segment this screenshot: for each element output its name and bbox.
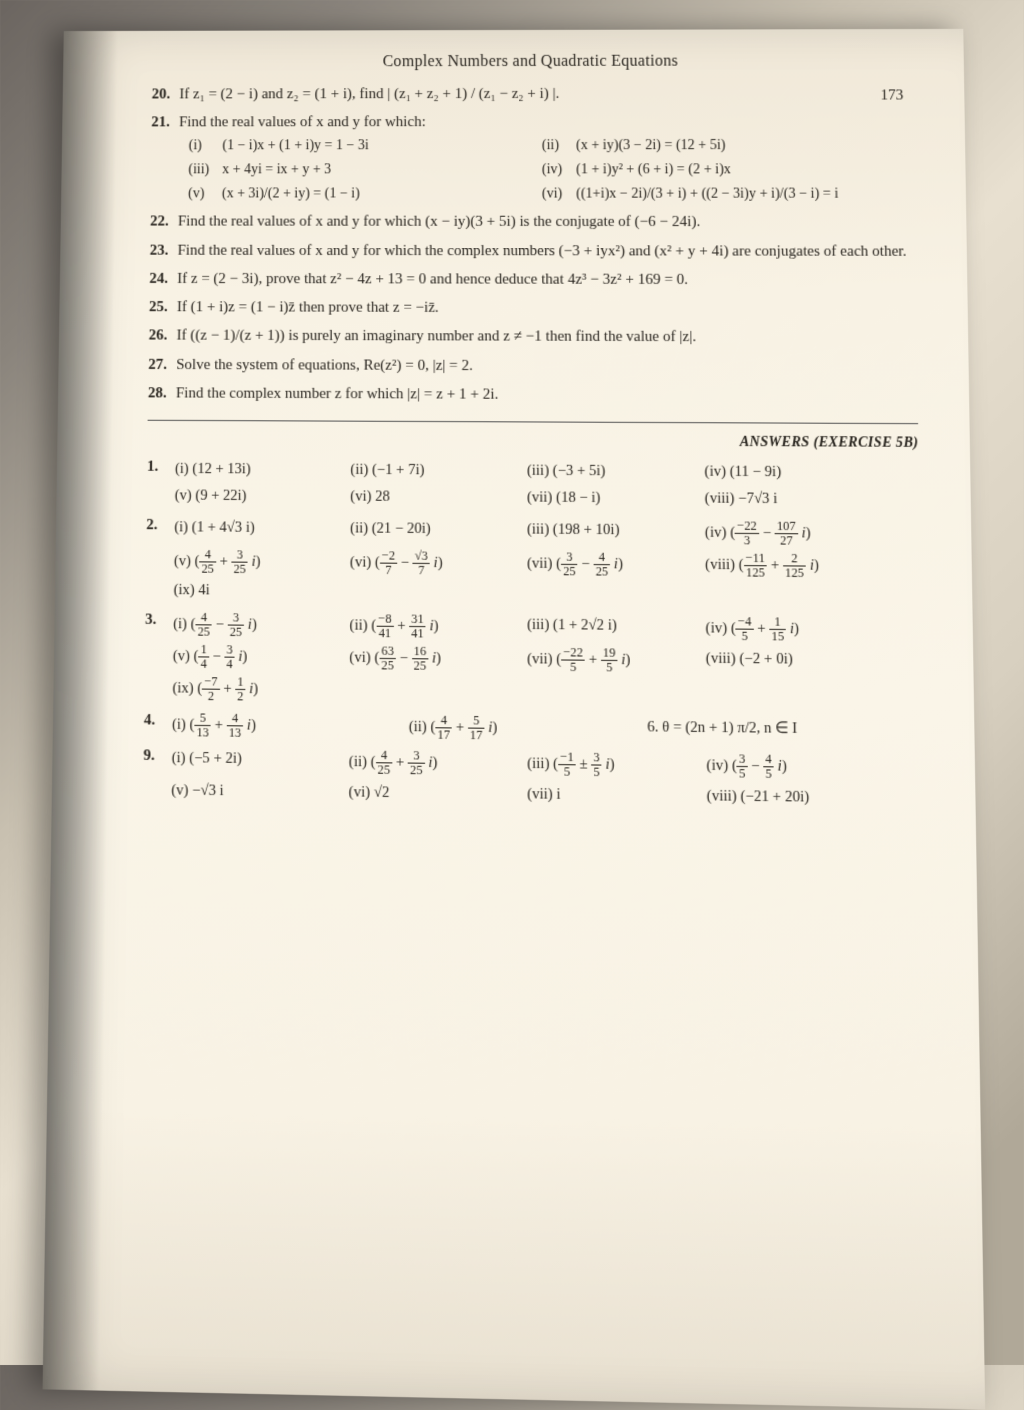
question: 23. Find the real values of x and y for w…: [150, 239, 916, 264]
answer-item: (v) (14 − 34 i): [173, 643, 344, 672]
sub-parts: (i)(1 − i)x + (1 + i)y = 1 − 3i(ii)(x + …: [188, 134, 915, 206]
answer-item: (viii) −7√3 i: [705, 487, 878, 511]
answer-number: 1.: [147, 455, 159, 479]
question-number: 23.: [150, 239, 169, 262]
question: 24. If z = (2 − 3i), prove that z² − 4z +…: [149, 268, 916, 293]
answer-item: (vi) (6325 − 1625 i): [349, 644, 521, 673]
question-text: Find the real values of x and y for whic…: [179, 114, 426, 130]
answer-item: (ii) (−841 + 3141 i): [350, 612, 521, 641]
question: 20. If z₁ = (2 − i) and z₂ = (1 + i), fin…: [152, 82, 914, 106]
answer-number: 9.: [143, 745, 155, 769]
answer-item: (vi) √2: [349, 781, 521, 806]
answer-item: (iii) (−3 + 5i): [527, 459, 699, 483]
answer-row: 2. (i) (1 + 4√3 i)(ii) (21 − 20i)(iii) (1…: [145, 513, 920, 610]
answer-item: (vii) (325 − 425 i): [527, 550, 699, 579]
question-text: If (1 + i)z = (1 − i)z̄ then prove that …: [177, 299, 439, 316]
chapter-title: Complex Numbers and Quadratic Equations: [152, 49, 913, 75]
answer-row: 9. (i) (−5 + 2i)(ii) (425 + 325 i)(iii) (…: [143, 745, 924, 814]
question-number: 21.: [151, 111, 170, 134]
answer-item: (iv) (11 − 9i): [704, 460, 877, 484]
question: 28. Find the complex number z for which |…: [148, 382, 918, 409]
answer-item: (v) (9 + 22i): [175, 484, 345, 508]
question-number: 24.: [149, 268, 168, 291]
answers-section: 1. (i) (12 + 13i)(ii) (−1 + 7i) (iii) (−3 …: [143, 455, 924, 813]
answer-item: (vi) (−27 − √37 i): [350, 549, 521, 578]
answer-items: (i) (1 + 4√3 i)(ii) (21 − 20i)(iii) (198…: [173, 514, 920, 610]
question-text: Find the complex number z for which |z| …: [176, 385, 499, 403]
answer-item: (v) (425 + 325 i): [174, 547, 344, 576]
answer-items: (i) (12 + 13i)(ii) (−1 + 7i) (iii) (−3 + …: [175, 455, 920, 514]
answer-item: (v) −√3 i: [171, 779, 342, 804]
answer-item: (iii) (−15 ± 35 i): [527, 751, 700, 781]
question: 25. If (1 + i)z = (1 − i)z̄ then prove th…: [149, 296, 917, 322]
answer-item: (iii) (1 + 2√2 i): [527, 613, 699, 642]
answer-item: (iv) (−223 − 10727 i): [705, 519, 878, 548]
answer-item: (ii) (−1 + 7i): [350, 458, 520, 482]
answer-items: (i) (513 + 413 i)(ii) (417 + 517 i)6. θ …: [172, 709, 923, 749]
answer-item: (i) (1 + 4√3 i): [174, 516, 344, 545]
answer-item: (vii) (−225 + 195 i): [527, 645, 700, 675]
question-text: Solve the system of equations, Re(z²) = …: [176, 356, 473, 373]
question-text: If ((z − 1)/(z + 1)) is purely an imagin…: [176, 328, 696, 346]
question-number: 22.: [150, 211, 169, 234]
divider: [148, 420, 919, 424]
answer-item: (vii) (18 − i): [527, 486, 699, 510]
answer-row: 4. (i) (513 + 413 i)(ii) (417 + 517 i)6. …: [144, 708, 923, 748]
question: 26. If ((z − 1)/(z + 1)) is purely an ima…: [148, 325, 917, 351]
textbook-page: Complex Numbers and Quadratic Equations …: [43, 29, 986, 1410]
answer-item: (i) (−5 + 2i): [172, 747, 343, 777]
binding-shadow: [43, 31, 118, 1391]
answer-item: (ii) (417 + 517 i): [409, 713, 642, 743]
answer-items: (i) (425 − 325 i)(ii) (−841 + 3141 i)(ii…: [172, 609, 922, 712]
question-text: Find the real values of x and y for whic…: [177, 242, 906, 259]
answer-item: (i) (513 + 413 i): [172, 711, 403, 741]
question-number: 25.: [149, 296, 168, 320]
sub-part: (vi)((1+i)x − 2i)/(3 + i) + ((2 − 3i)y +…: [542, 183, 900, 205]
question-number: 27.: [148, 353, 167, 377]
answer-row: 1. (i) (12 + 13i)(ii) (−1 + 7i) (iii) (−3 …: [146, 455, 919, 514]
questions-section: 20. If z₁ = (2 − i) and z₂ = (1 + i), fin…: [148, 82, 918, 409]
answer-item: (viii) (−21 + 20i): [707, 785, 882, 811]
sub-part: (iv)(1 + i)y² + (6 + i) = (2 + i)x: [542, 159, 900, 181]
answer-item: (viii) (−2 + 0i): [706, 647, 880, 677]
sub-part: (ii)(x + iy)(3 − 2i) = (12 + 5i): [542, 135, 900, 157]
question: 21. Find the real values of x and y for w…: [150, 111, 915, 207]
question-number: 28.: [148, 382, 167, 406]
answer-item: (i) (425 − 325 i): [173, 611, 344, 640]
answer-items: (i) (−5 + 2i)(ii) (425 + 325 i)(iii) (−1…: [171, 745, 923, 813]
answer-item: (ix) (−72 + 12 i): [172, 675, 343, 704]
answer-item: (ix) 4i: [174, 579, 344, 603]
answer-item: (viii) (−11125 + 2125 i): [705, 551, 878, 580]
answer-number: 2.: [146, 513, 158, 537]
sub-part: (v)(x + 3i)/(2 + iy) = (1 − i): [188, 183, 542, 205]
answer-number: 4.: [144, 708, 156, 732]
answer-item: (i) (12 + 13i): [175, 457, 345, 481]
answer-item: (iii) (198 + 10i): [527, 518, 699, 547]
answer-item: (ii) (21 − 20i): [350, 517, 521, 546]
answer-item: (ii) (425 + 325 i): [349, 749, 521, 779]
answer-item: (iv) (35 − 45 i): [706, 752, 881, 782]
answer-number: 3.: [145, 608, 157, 632]
answer-item: (vi) 28: [350, 485, 521, 509]
question: 27. Solve the system of equations, Re(z²)…: [148, 353, 917, 379]
answer-item: (iv) (−45 + 115 i): [706, 615, 880, 644]
answer-item: 6. θ = (2n + 1) π/2, n ∈ I: [647, 715, 882, 746]
question-text: If z₁ = (2 − i) and z₂ = (1 + i), find |…: [179, 86, 559, 102]
question-text: If z = (2 − 3i), prove that z² − 4z + 13…: [177, 271, 688, 288]
answers-heading: ANSWERS (EXERCISE 5B): [147, 429, 918, 455]
sub-part: (iii)x + 4yi = ix + y + 3: [188, 159, 542, 181]
question-number: 26.: [148, 325, 167, 349]
sub-part: (i)(1 − i)x + (1 + i)y = 1 − 3i: [189, 135, 542, 157]
question-number: 20.: [152, 83, 171, 106]
question-text: Find the real values of x and y for whic…: [178, 214, 700, 231]
answer-item: (vii) i: [527, 783, 700, 809]
answer-row: 3.(i) (425 − 325 i)(ii) (−841 + 3141 i)(…: [144, 608, 922, 711]
question: 22. Find the real values of x and y for w…: [150, 211, 916, 235]
